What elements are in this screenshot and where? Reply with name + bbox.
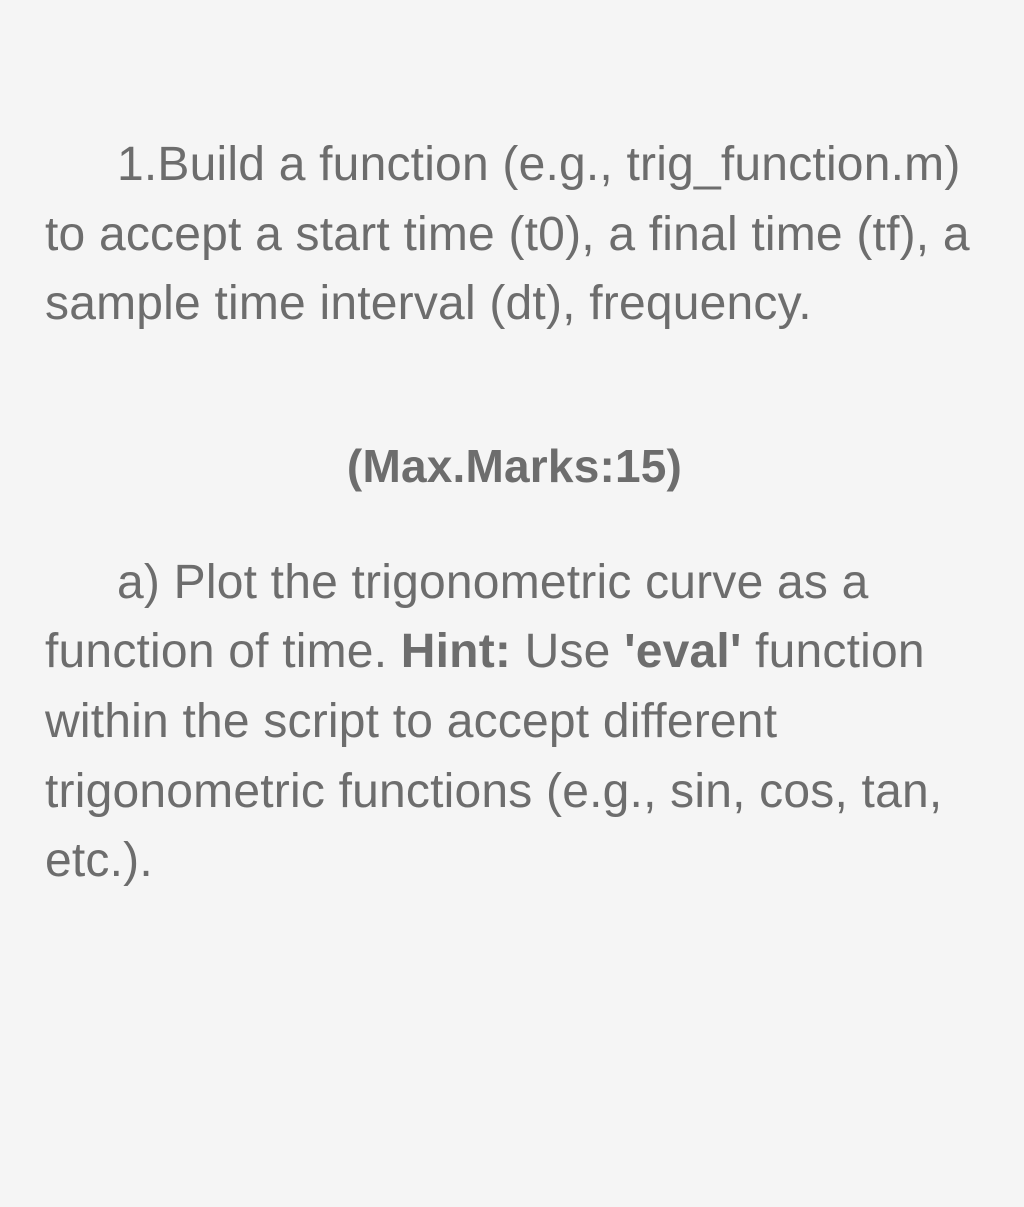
document-page: 1.Build a function (e.g., trig_function.… [0,0,1024,1207]
max-marks-line: (Max.Marks:15) [45,439,984,493]
part-a-mid: Use [511,625,624,678]
question-paragraph-1: 1.Build a function (e.g., trig_function.… [45,130,984,339]
question-1-text: 1.Build a function (e.g., trig_function.… [45,138,970,330]
max-marks-text: (Max.Marks:15) [347,440,682,492]
question-part-a: a) Plot the trigonometric curve as a fun… [45,548,984,896]
hint-label: Hint: [401,625,511,678]
eval-keyword: 'eval' [624,625,741,678]
